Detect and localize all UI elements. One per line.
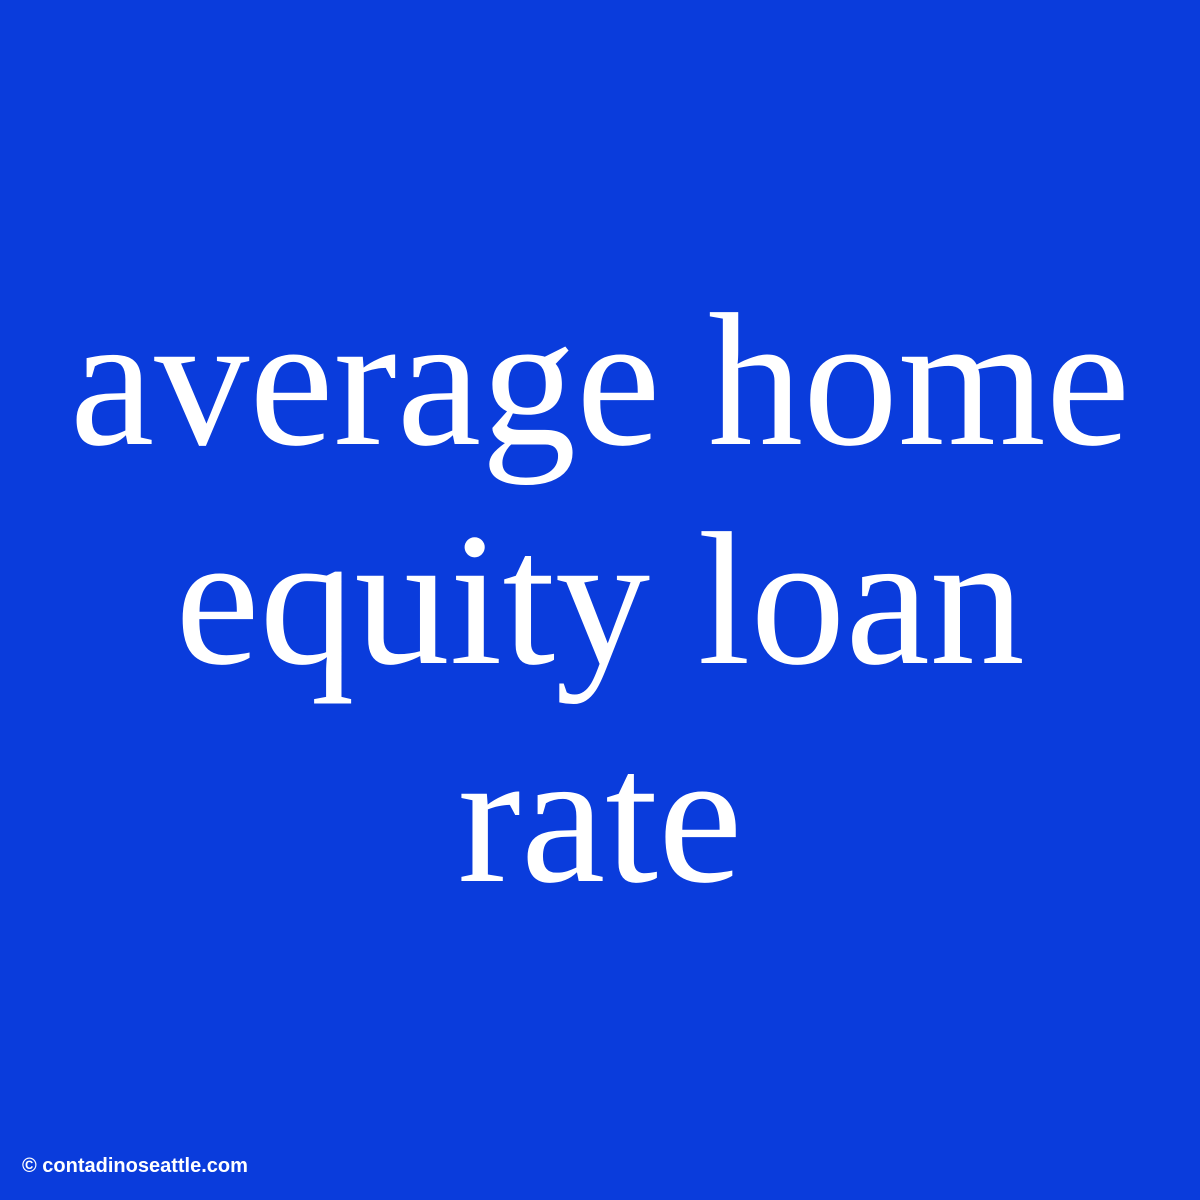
attribution-text: © contadinoseattle.com — [22, 1155, 248, 1178]
main-heading-text: average home equity loan rate — [0, 232, 1200, 968]
text-card: average home equity loan rate © contadin… — [0, 0, 1200, 1200]
